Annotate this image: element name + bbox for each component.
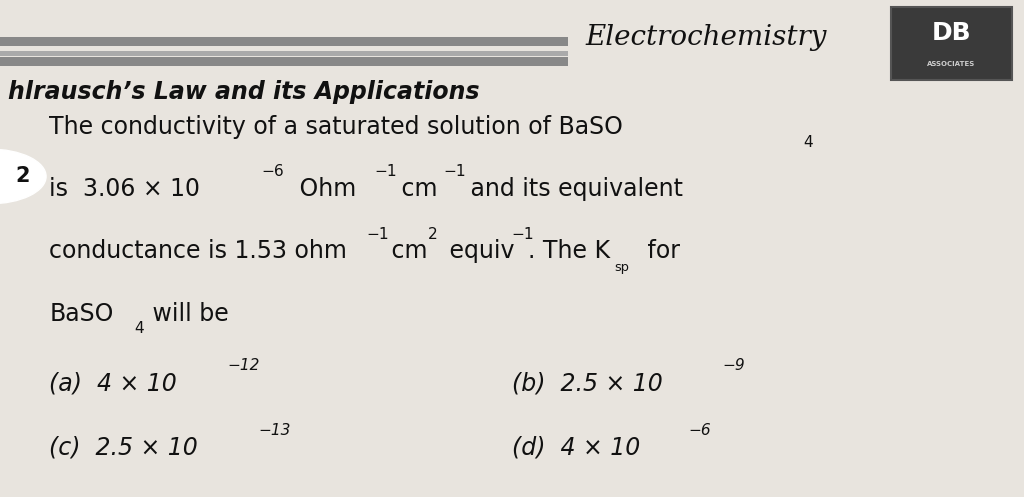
Circle shape — [0, 149, 46, 204]
Text: will be: will be — [145, 302, 229, 326]
Text: ASSOCIATES: ASSOCIATES — [927, 61, 976, 67]
Text: equiv: equiv — [442, 240, 515, 263]
Bar — [0, 51, 568, 56]
Text: cm: cm — [384, 240, 427, 263]
Text: −12: −12 — [227, 358, 260, 373]
Bar — [0, 57, 568, 66]
Text: hlrausch’s Law and its Applications: hlrausch’s Law and its Applications — [8, 80, 480, 104]
Text: DB: DB — [932, 21, 971, 45]
Text: conductance is 1.53 ohm: conductance is 1.53 ohm — [49, 240, 347, 263]
Text: −6: −6 — [688, 423, 711, 438]
Text: (a)  4 × 10: (a) 4 × 10 — [49, 371, 177, 395]
Text: for: for — [640, 240, 680, 263]
Text: 4: 4 — [134, 321, 143, 336]
Text: is  3.06 × 10: is 3.06 × 10 — [49, 177, 200, 201]
FancyBboxPatch shape — [891, 7, 1012, 80]
Text: −6: −6 — [261, 165, 284, 179]
Text: −1: −1 — [367, 227, 389, 242]
Text: and its equivalent: and its equivalent — [463, 177, 683, 201]
Text: −13: −13 — [258, 423, 291, 438]
Text: −1: −1 — [375, 165, 397, 179]
Text: BaSO: BaSO — [49, 302, 114, 326]
Text: cm: cm — [394, 177, 437, 201]
Text: . The K: . The K — [528, 240, 610, 263]
Text: Electrochemistry: Electrochemistry — [586, 24, 827, 51]
Text: 4: 4 — [803, 135, 812, 150]
Text: 2: 2 — [15, 166, 30, 186]
Text: 2: 2 — [428, 227, 438, 242]
Text: −1: −1 — [511, 227, 534, 242]
Text: −9: −9 — [722, 358, 744, 373]
Text: (b)  2.5 × 10: (b) 2.5 × 10 — [512, 371, 663, 395]
Text: (d)  4 × 10: (d) 4 × 10 — [512, 436, 640, 460]
Text: Ohm: Ohm — [292, 177, 356, 201]
Bar — [0, 37, 568, 46]
Text: (c)  2.5 × 10: (c) 2.5 × 10 — [49, 436, 198, 460]
Text: sp: sp — [614, 261, 630, 274]
Text: The conductivity of a saturated solution of BaSO: The conductivity of a saturated solution… — [49, 115, 623, 139]
Text: −1: −1 — [443, 165, 466, 179]
